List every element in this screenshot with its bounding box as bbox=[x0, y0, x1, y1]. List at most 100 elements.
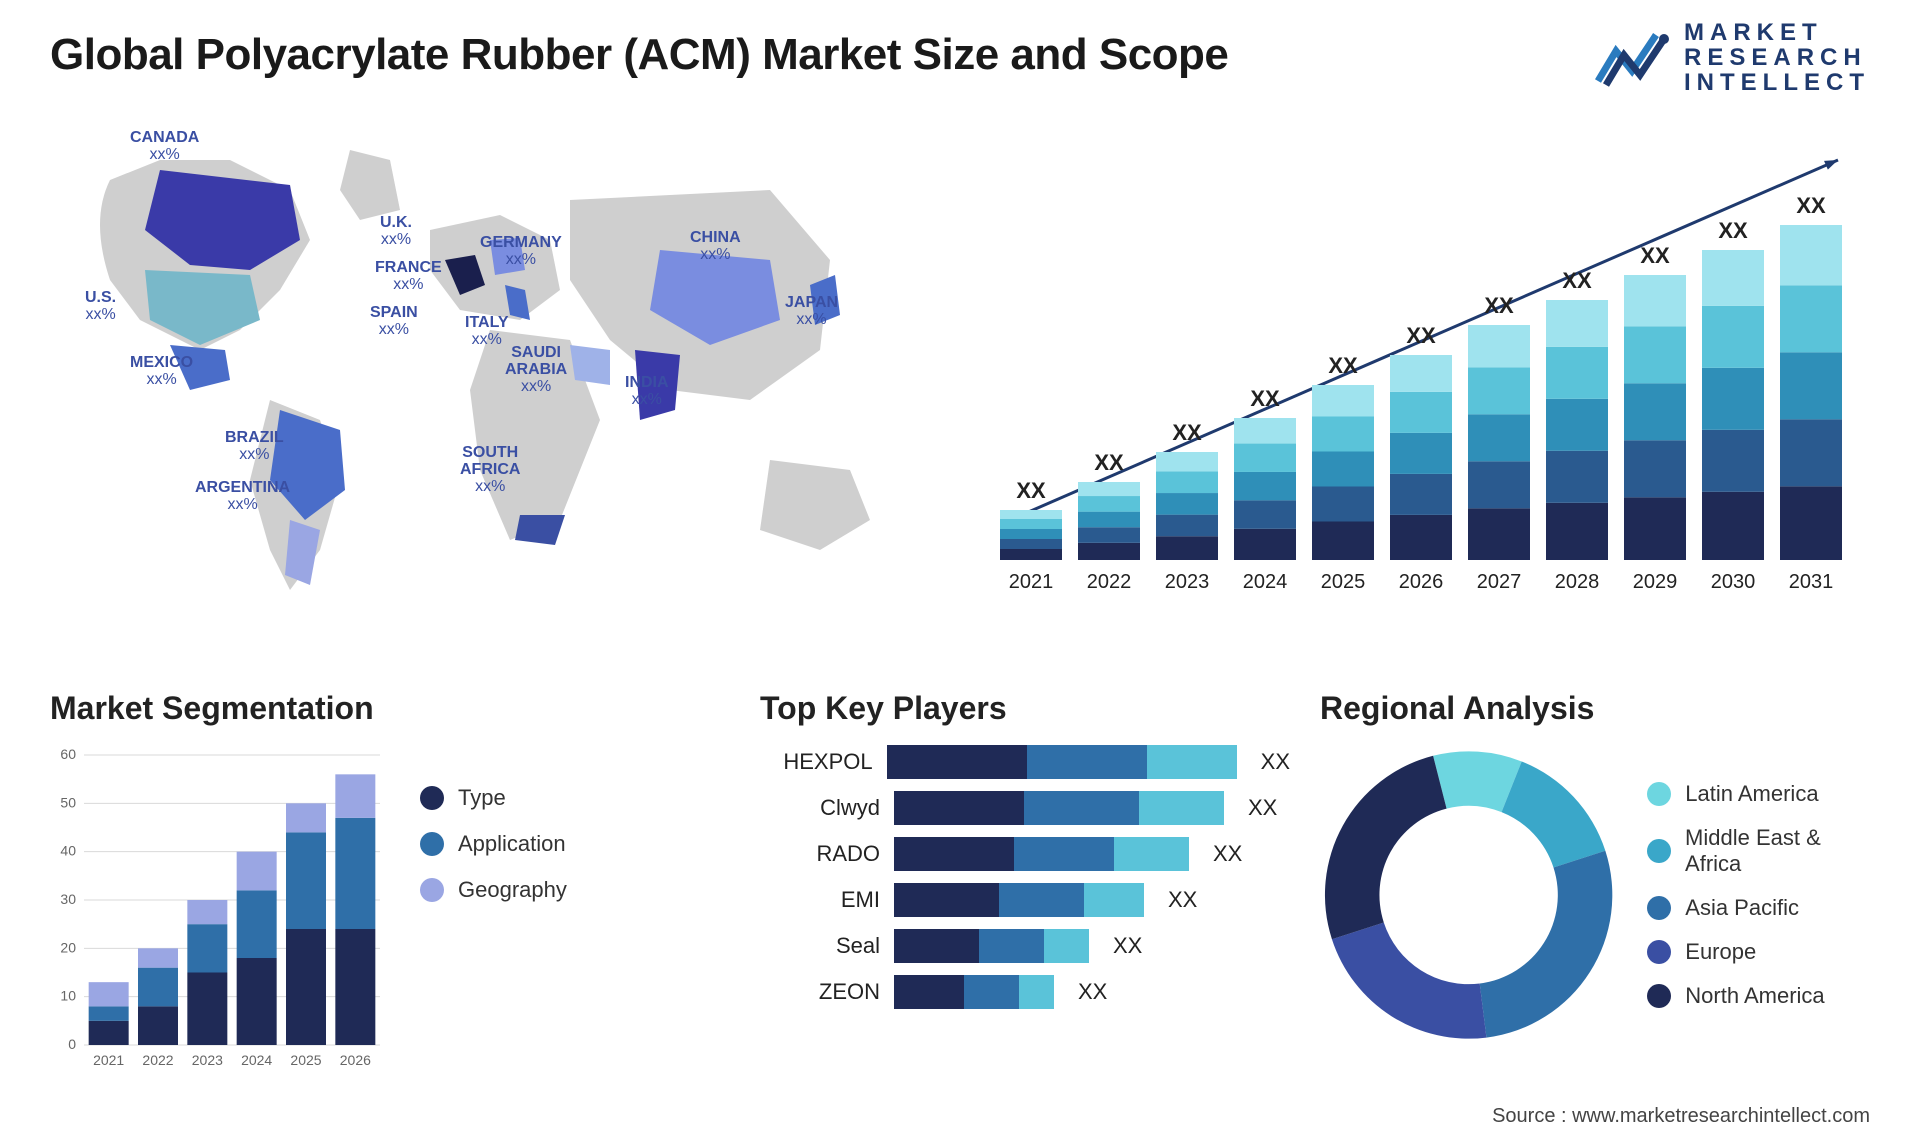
map-label: GERMANYxx% bbox=[480, 235, 562, 269]
regional-legend: Latin America Middle East & Africa Asia Pa… bbox=[1647, 781, 1880, 1009]
player-value: XX bbox=[1168, 887, 1197, 913]
logo-mark-icon bbox=[1594, 23, 1672, 93]
svg-text:XX: XX bbox=[1640, 243, 1670, 268]
player-name: HEXPOL bbox=[760, 749, 873, 775]
map-label: FRANCExx% bbox=[375, 260, 442, 294]
player-bar bbox=[894, 883, 1144, 917]
svg-text:XX: XX bbox=[1406, 323, 1436, 348]
svg-text:2023: 2023 bbox=[192, 1052, 223, 1068]
player-value: XX bbox=[1113, 933, 1142, 959]
svg-text:60: 60 bbox=[60, 746, 76, 762]
map-label: SPAINxx% bbox=[370, 305, 418, 339]
map-label: ITALYxx% bbox=[465, 315, 509, 349]
player-name: ZEON bbox=[760, 979, 880, 1005]
player-value: XX bbox=[1078, 979, 1107, 1005]
legend-item: Type bbox=[420, 785, 567, 811]
legend-item: Europe bbox=[1647, 939, 1880, 965]
svg-text:2021: 2021 bbox=[93, 1052, 124, 1068]
source-attribution: Source : www.marketresearchintellect.com bbox=[1492, 1105, 1870, 1128]
player-value: XX bbox=[1248, 795, 1277, 821]
map-label: BRAZILxx% bbox=[225, 430, 284, 464]
legend-item: Latin America bbox=[1647, 781, 1880, 807]
player-name: Clwyd bbox=[760, 795, 880, 821]
svg-text:2026: 2026 bbox=[1399, 571, 1444, 593]
map-label: U.K.xx% bbox=[380, 215, 412, 249]
player-name: EMI bbox=[760, 887, 880, 913]
svg-text:XX: XX bbox=[1250, 386, 1280, 411]
svg-text:XX: XX bbox=[1172, 420, 1202, 445]
svg-text:0: 0 bbox=[68, 1036, 76, 1052]
svg-text:2028: 2028 bbox=[1555, 571, 1600, 593]
svg-text:2029: 2029 bbox=[1633, 571, 1678, 593]
svg-text:20: 20 bbox=[60, 939, 76, 955]
svg-text:XX: XX bbox=[1484, 293, 1514, 318]
player-bar bbox=[887, 745, 1237, 779]
map-label: CANADAxx% bbox=[130, 130, 199, 164]
page-title: Global Polyacrylate Rubber (ACM) Market … bbox=[50, 30, 1228, 80]
svg-text:XX: XX bbox=[1094, 450, 1124, 475]
map-label: ARGENTINAxx% bbox=[195, 480, 290, 514]
player-row: EMI XX bbox=[760, 883, 1290, 917]
legend-item: Asia Pacific bbox=[1647, 895, 1880, 921]
legend-item: Middle East & Africa bbox=[1647, 825, 1880, 877]
brand-logo: MARKET RESEARCH INTELLECT bbox=[1594, 20, 1870, 96]
svg-text:XX: XX bbox=[1718, 218, 1748, 243]
world-map: CANADAxx% U.S.xx% MEXICOxx% BRAZILxx% ARGENT… bbox=[50, 120, 930, 640]
player-value: XX bbox=[1261, 749, 1290, 775]
map-label: INDIAxx% bbox=[625, 375, 669, 409]
svg-text:2022: 2022 bbox=[142, 1052, 173, 1068]
player-row: Clwyd XX bbox=[760, 791, 1290, 825]
svg-text:2025: 2025 bbox=[1321, 571, 1366, 593]
player-bar bbox=[894, 791, 1224, 825]
logo-text: MARKET RESEARCH INTELLECT bbox=[1684, 20, 1870, 96]
market-segmentation-section: Market Segmentation 0 10 20 30 40 50 60 2021 202… bbox=[50, 690, 650, 1075]
regional-title: Regional Analysis bbox=[1320, 690, 1880, 727]
player-row: Seal XX bbox=[760, 929, 1290, 963]
svg-text:2022: 2022 bbox=[1087, 571, 1132, 593]
svg-text:2024: 2024 bbox=[1243, 571, 1288, 593]
segmentation-chart: 0 10 20 30 40 50 60 2021 2022 2023 2024 2025 2026 bbox=[50, 745, 390, 1075]
player-bar bbox=[894, 929, 1089, 963]
player-value: XX bbox=[1213, 841, 1242, 867]
legend-item: North America bbox=[1647, 983, 1880, 1009]
segmentation-legend: Type Application Geography bbox=[420, 785, 567, 903]
map-label: CHINAxx% bbox=[690, 230, 741, 264]
svg-text:40: 40 bbox=[60, 843, 76, 859]
svg-text:2023: 2023 bbox=[1165, 571, 1210, 593]
top-key-players-section: Top Key Players HEXPOLXXClwydXXRADOXXEMI… bbox=[760, 690, 1290, 1021]
map-label: SOUTHAFRICAxx% bbox=[460, 445, 520, 495]
svg-text:30: 30 bbox=[60, 891, 76, 907]
svg-text:2030: 2030 bbox=[1711, 571, 1756, 593]
player-name: RADO bbox=[760, 841, 880, 867]
svg-text:2027: 2027 bbox=[1477, 571, 1522, 593]
map-label: SAUDIARABIAxx% bbox=[505, 345, 567, 395]
svg-text:XX: XX bbox=[1328, 353, 1358, 378]
segmentation-title: Market Segmentation bbox=[50, 690, 650, 727]
regional-analysis-section: Regional Analysis Latin America Middle Ea… bbox=[1320, 690, 1880, 1045]
regional-donut-chart bbox=[1320, 745, 1617, 1045]
player-row: RADO XX bbox=[760, 837, 1290, 871]
map-label: JAPANxx% bbox=[785, 295, 838, 329]
svg-text:2025: 2025 bbox=[290, 1052, 321, 1068]
legend-item: Application bbox=[420, 831, 567, 857]
player-row: HEXPOL XX bbox=[760, 745, 1290, 779]
svg-text:2031: 2031 bbox=[1789, 571, 1834, 593]
players-chart: HEXPOL XX Clwyd XX RADO XX EMI XX Seal XX ZEON XX bbox=[760, 745, 1290, 1009]
svg-text:XX: XX bbox=[1562, 268, 1592, 293]
player-row: ZEON XX bbox=[760, 975, 1290, 1009]
legend-item: Geography bbox=[420, 877, 567, 903]
player-bar bbox=[894, 975, 1054, 1009]
svg-text:2021: 2021 bbox=[1009, 571, 1054, 593]
map-label: MEXICOxx% bbox=[130, 355, 193, 389]
svg-text:2024: 2024 bbox=[241, 1052, 272, 1068]
market-size-chart: XX 2021 XX 2022 XX 2023 XX 2024 XX 2025 XX 2026 XX 20… bbox=[980, 140, 1860, 610]
svg-text:XX: XX bbox=[1796, 193, 1826, 218]
svg-text:XX: XX bbox=[1016, 478, 1046, 503]
map-label: U.S.xx% bbox=[85, 290, 116, 324]
player-name: Seal bbox=[760, 933, 880, 959]
svg-text:2026: 2026 bbox=[340, 1052, 371, 1068]
svg-text:50: 50 bbox=[60, 794, 76, 810]
player-bar bbox=[894, 837, 1189, 871]
players-title: Top Key Players bbox=[760, 690, 1290, 727]
svg-text:10: 10 bbox=[60, 988, 76, 1004]
